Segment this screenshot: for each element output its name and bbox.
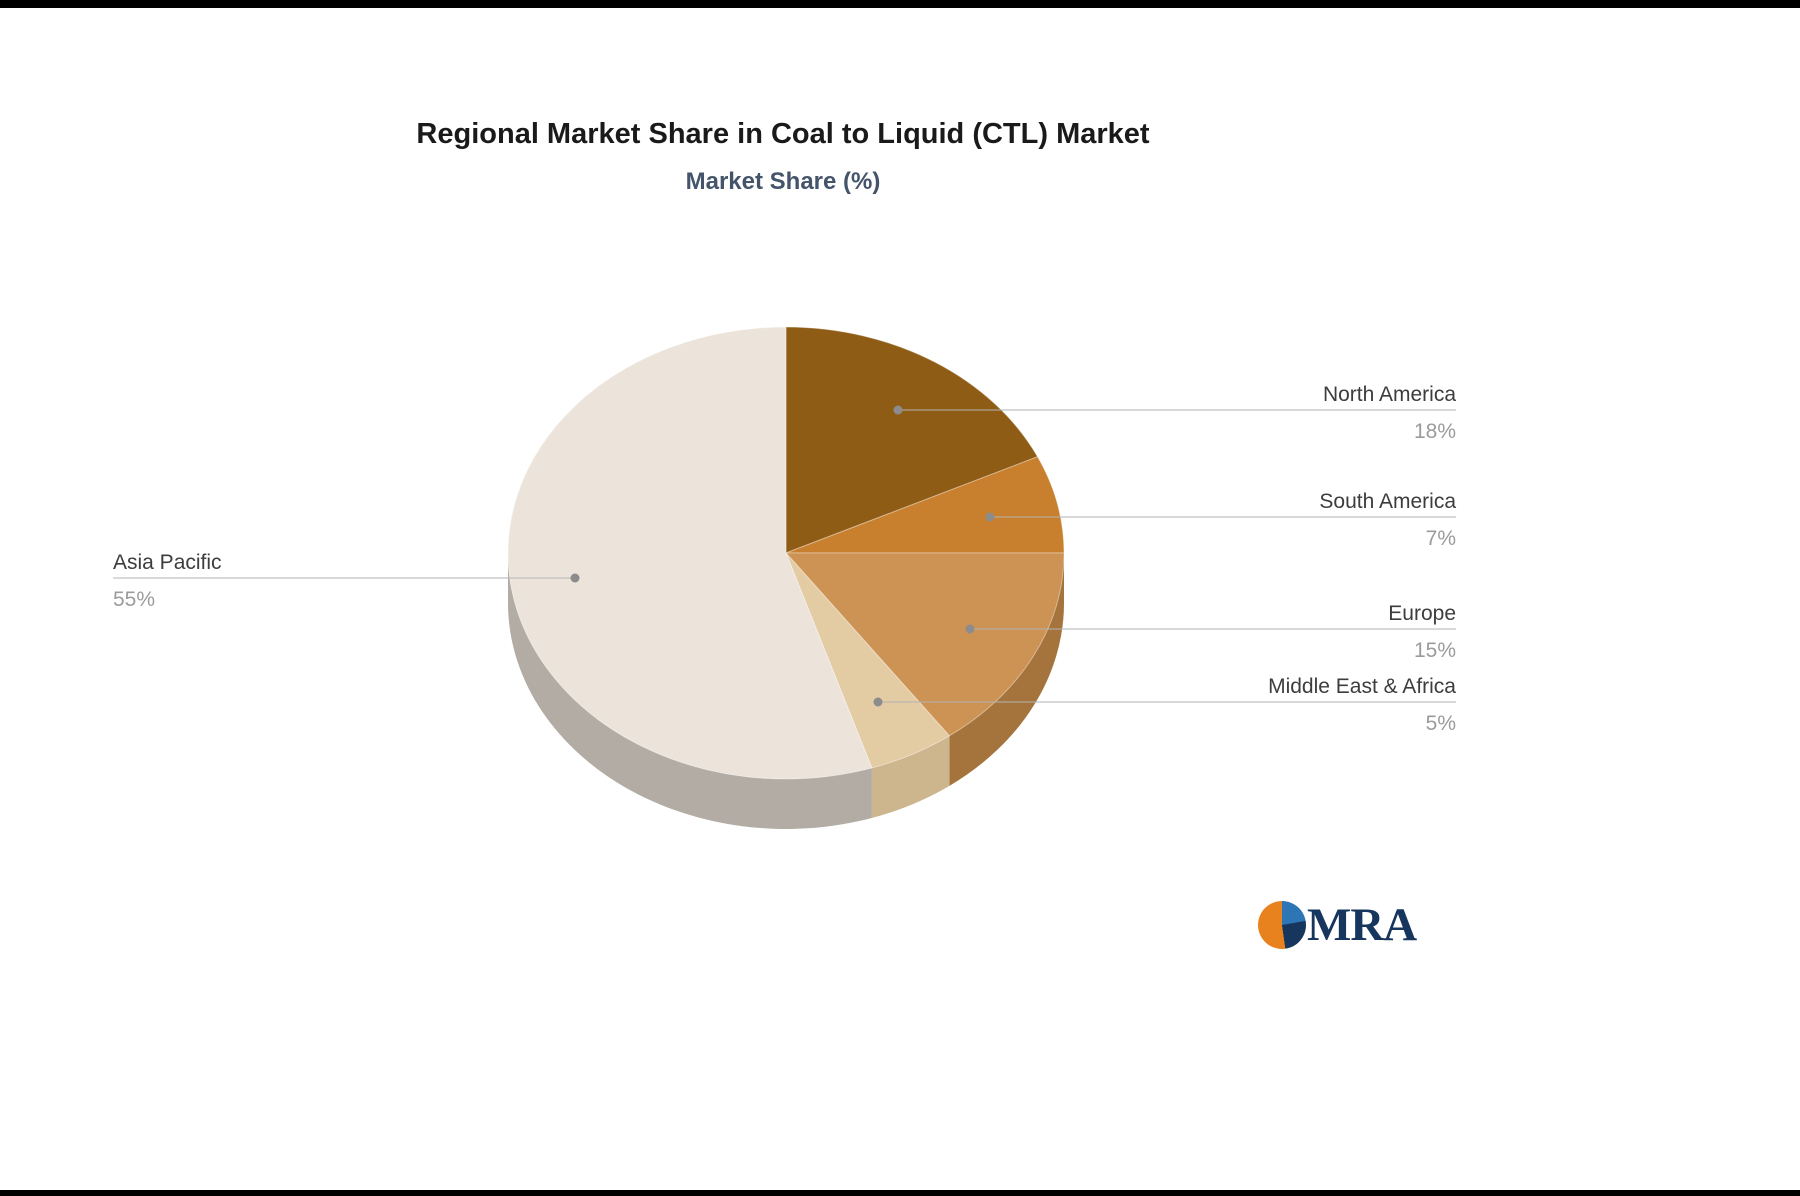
slice-value-south-america: 7% [1426, 527, 1456, 550]
pie-slice-south-america[interactable] [785, 456, 1065, 554]
pie-slice-side-europe [949, 553, 1064, 786]
top-border-bar [0, 0, 1800, 8]
slice-label-south-america: South America [1319, 490, 1456, 513]
bottom-border-bar [0, 1190, 1800, 1196]
callout-dot-asia-pacific [570, 573, 580, 583]
slice-value-asia-pacific: 55% [113, 588, 155, 611]
slice-label-middle-east-africa: Middle East & Africa [1268, 675, 1456, 698]
slice-label-europe: Europe [1388, 602, 1456, 625]
pie-slice-side-middle-east-africa [871, 735, 950, 818]
chart-subtitle: Market Share (%) [685, 168, 881, 195]
slice-label-north-america: North America [1323, 383, 1456, 406]
callout-dot-north-america [893, 405, 903, 415]
pie-slice-asia-pacific[interactable] [507, 326, 873, 780]
logo-pie-icon [1258, 901, 1306, 949]
slice-value-north-america: 18% [1414, 420, 1456, 443]
callout-dot-middle-east-africa [873, 697, 883, 707]
slice-label-asia-pacific: Asia Pacific [113, 551, 222, 574]
chart-title: Regional Market Share in Coal to Liquid … [416, 118, 1150, 150]
pie-slice-europe[interactable] [784, 552, 1065, 737]
slice-value-europe: 15% [1414, 639, 1456, 662]
callout-dot-south-america [985, 512, 995, 522]
callout-dot-europe [965, 624, 975, 634]
logo-text: MRA [1307, 899, 1417, 951]
logo: MRA [1258, 899, 1417, 951]
pie-slice-middle-east-africa[interactable] [785, 552, 951, 769]
pie-slice-side-asia-pacific [508, 553, 872, 829]
slice-value-middle-east-africa: 5% [1426, 712, 1456, 735]
pie-slice-north-america[interactable] [785, 326, 1039, 554]
